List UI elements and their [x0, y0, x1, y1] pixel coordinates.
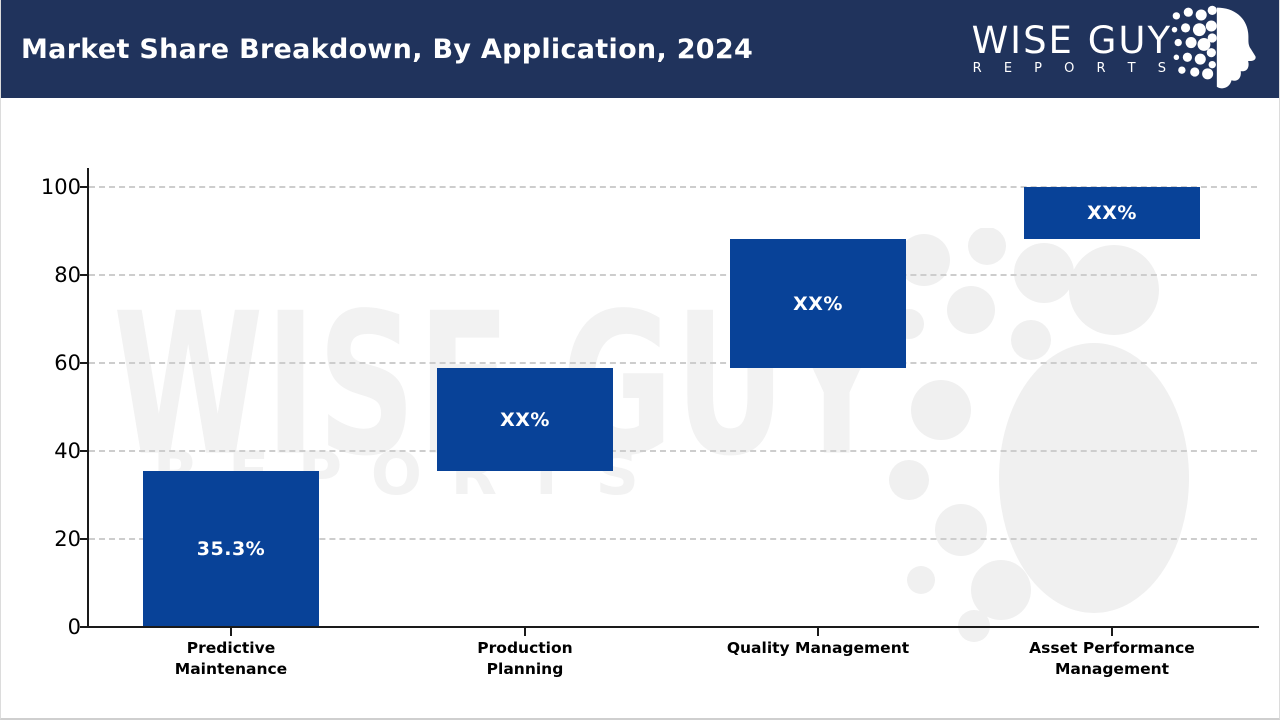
y-tick-label-60: 60 [54, 351, 81, 375]
x-tick-mark [1111, 628, 1113, 636]
bar-value-label: XX% [500, 408, 550, 431]
x-tick-mark [524, 628, 526, 636]
x-label-line: Planning [486, 660, 564, 678]
logo-head-icon [1171, 5, 1256, 89]
x-label-production-planning: Production Planning [375, 638, 675, 680]
gridline-100 [89, 186, 1257, 188]
y-tick-label-20: 20 [54, 527, 81, 551]
bar-quality-management: XX% [730, 239, 906, 368]
x-label-predictive-maintenance: Predictive Maintenance [81, 638, 381, 680]
logo-tagline: R E P O R T S [972, 61, 1175, 77]
x-label-line: Production [477, 639, 573, 657]
gridline-20 [89, 538, 1257, 540]
y-tick-mark [80, 450, 87, 452]
gridline-40 [89, 450, 1257, 452]
page-title: Market Share Breakdown, By Application, … [21, 33, 754, 65]
y-tick-mark [80, 186, 87, 188]
y-tick-mark [80, 274, 87, 276]
bar-predictive-maintenance: 35.3% [143, 471, 319, 627]
gridline-60 [89, 362, 1257, 364]
y-tick-label-100: 100 [40, 175, 81, 199]
watermark-head-icon [889, 228, 1189, 642]
x-label-line: Management [1054, 660, 1170, 678]
y-axis-line [87, 168, 89, 628]
x-label-quality-management: Quality Management [668, 638, 968, 659]
x-tick-mark [817, 628, 819, 636]
header-bar: Market Share Breakdown, By Application, … [1, 0, 1279, 98]
x-axis-line [87, 626, 1259, 628]
y-tick-label-40: 40 [54, 439, 81, 463]
x-label-line: Asset Performance [1029, 639, 1195, 657]
logo-text: WISE GUY R E P O R T S [969, 18, 1175, 77]
x-label-line: Predictive [186, 639, 276, 657]
x-label-line: Quality Management [726, 639, 910, 657]
gridline-80 [89, 274, 1257, 276]
wise-guy-logo: WISE GUY R E P O R T S [969, 4, 1261, 94]
bar-value-label: XX% [793, 292, 843, 315]
bar-value-label: 35.3% [196, 538, 266, 560]
y-tick-mark [80, 362, 87, 364]
bar-asset-performance-management: XX% [1024, 187, 1200, 239]
bar-production-planning: XX% [437, 368, 613, 471]
y-tick-label-0: 0 [67, 615, 81, 639]
bar-value-label: XX% [1087, 202, 1137, 224]
logo-name: WISE GUY [971, 18, 1173, 62]
x-label-line: Maintenance [174, 660, 288, 678]
y-tick-mark [80, 626, 87, 628]
y-tick-mark [80, 538, 87, 540]
y-tick-label-80: 80 [54, 263, 81, 287]
x-tick-mark [230, 628, 232, 636]
x-label-asset-performance-management: Asset Performance Management [962, 638, 1262, 680]
